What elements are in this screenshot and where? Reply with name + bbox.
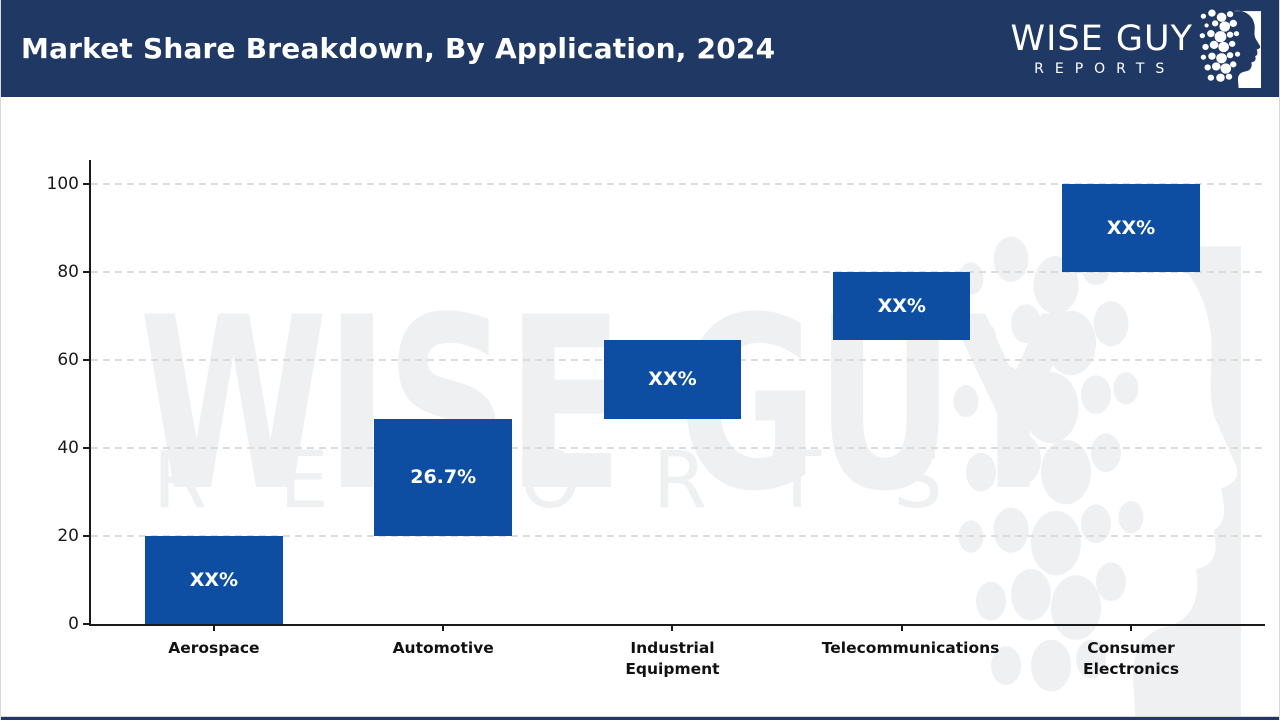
gridline bbox=[91, 535, 1265, 538]
x-axis-tick-mark bbox=[212, 624, 215, 631]
chart-area: WISE GUY REPORTS 0 20 40 60 80 100 XX% Aerospac… bbox=[1, 97, 1279, 720]
y-axis-tick-label: 40 bbox=[57, 438, 79, 459]
bar-segment: XX% bbox=[145, 536, 283, 624]
y-axis-tick-mark bbox=[83, 623, 91, 625]
plot-area: 0 20 40 60 80 100 XX% Aerospace 26.7% Automotive X… bbox=[47, 160, 1265, 678]
bar-value-label: XX% bbox=[189, 569, 239, 591]
bar-value-label: XX% bbox=[877, 295, 926, 318]
header-bar: Market Share Breakdown, By Application, … bbox=[1, 0, 1279, 97]
logo-wordmark: WISE GUY bbox=[1010, 18, 1193, 59]
x-axis-category-label: Telecommunications bbox=[821, 639, 1000, 657]
y-axis-tick-label: 20 bbox=[57, 526, 79, 547]
bar-segment: XX% bbox=[833, 272, 971, 341]
y-axis-tick-mark bbox=[83, 359, 91, 362]
wise-guy-reports-logo: WISE GUY REPORTS bbox=[1010, 8, 1261, 90]
x-axis-category-label: Aerospace bbox=[168, 639, 260, 657]
gridline bbox=[91, 183, 1265, 186]
x-axis-tick-mark bbox=[1130, 624, 1133, 631]
y-axis-tick-mark bbox=[83, 271, 91, 274]
bottom-hairline bbox=[1, 716, 1279, 717]
gridline bbox=[91, 271, 1265, 274]
face-profile-icon bbox=[1199, 9, 1261, 88]
gridline bbox=[91, 447, 1265, 450]
bar-segment: XX% bbox=[1062, 184, 1200, 273]
y-axis-tick-label: 100 bbox=[46, 174, 79, 195]
logo-text: WISE GUY REPORTS bbox=[1010, 18, 1193, 77]
page-title: Market Share Breakdown, By Application, … bbox=[21, 32, 776, 65]
y-axis-tick-mark bbox=[83, 183, 91, 186]
logo-subtitle: REPORTS bbox=[1034, 60, 1176, 77]
x-axis-tick-mark bbox=[900, 624, 903, 631]
bar-value-label: XX% bbox=[648, 368, 697, 391]
bar-segment: 26.7% bbox=[374, 418, 512, 537]
x-axis-category-label: Consumer Electronics bbox=[1082, 639, 1180, 678]
x-axis-tick-mark bbox=[442, 624, 445, 631]
x-axis-category-label: Industrial Equipment bbox=[625, 639, 720, 678]
bar-segment: XX% bbox=[603, 340, 742, 419]
y-axis-tick-mark bbox=[83, 535, 91, 538]
bottom-accent-strip bbox=[1, 717, 1279, 720]
y-axis-tick-label: 60 bbox=[57, 350, 79, 371]
x-axis-tick-mark bbox=[671, 624, 674, 631]
x-axis-category-label: Automotive bbox=[392, 639, 494, 657]
bar-value-label: XX% bbox=[1106, 217, 1156, 240]
y-axis-tick-label: 80 bbox=[57, 262, 79, 283]
y-axis-tick-mark bbox=[83, 447, 91, 450]
bar-value-label: 26.7% bbox=[410, 466, 477, 489]
y-axis-tick-label: 0 bbox=[68, 614, 79, 634]
